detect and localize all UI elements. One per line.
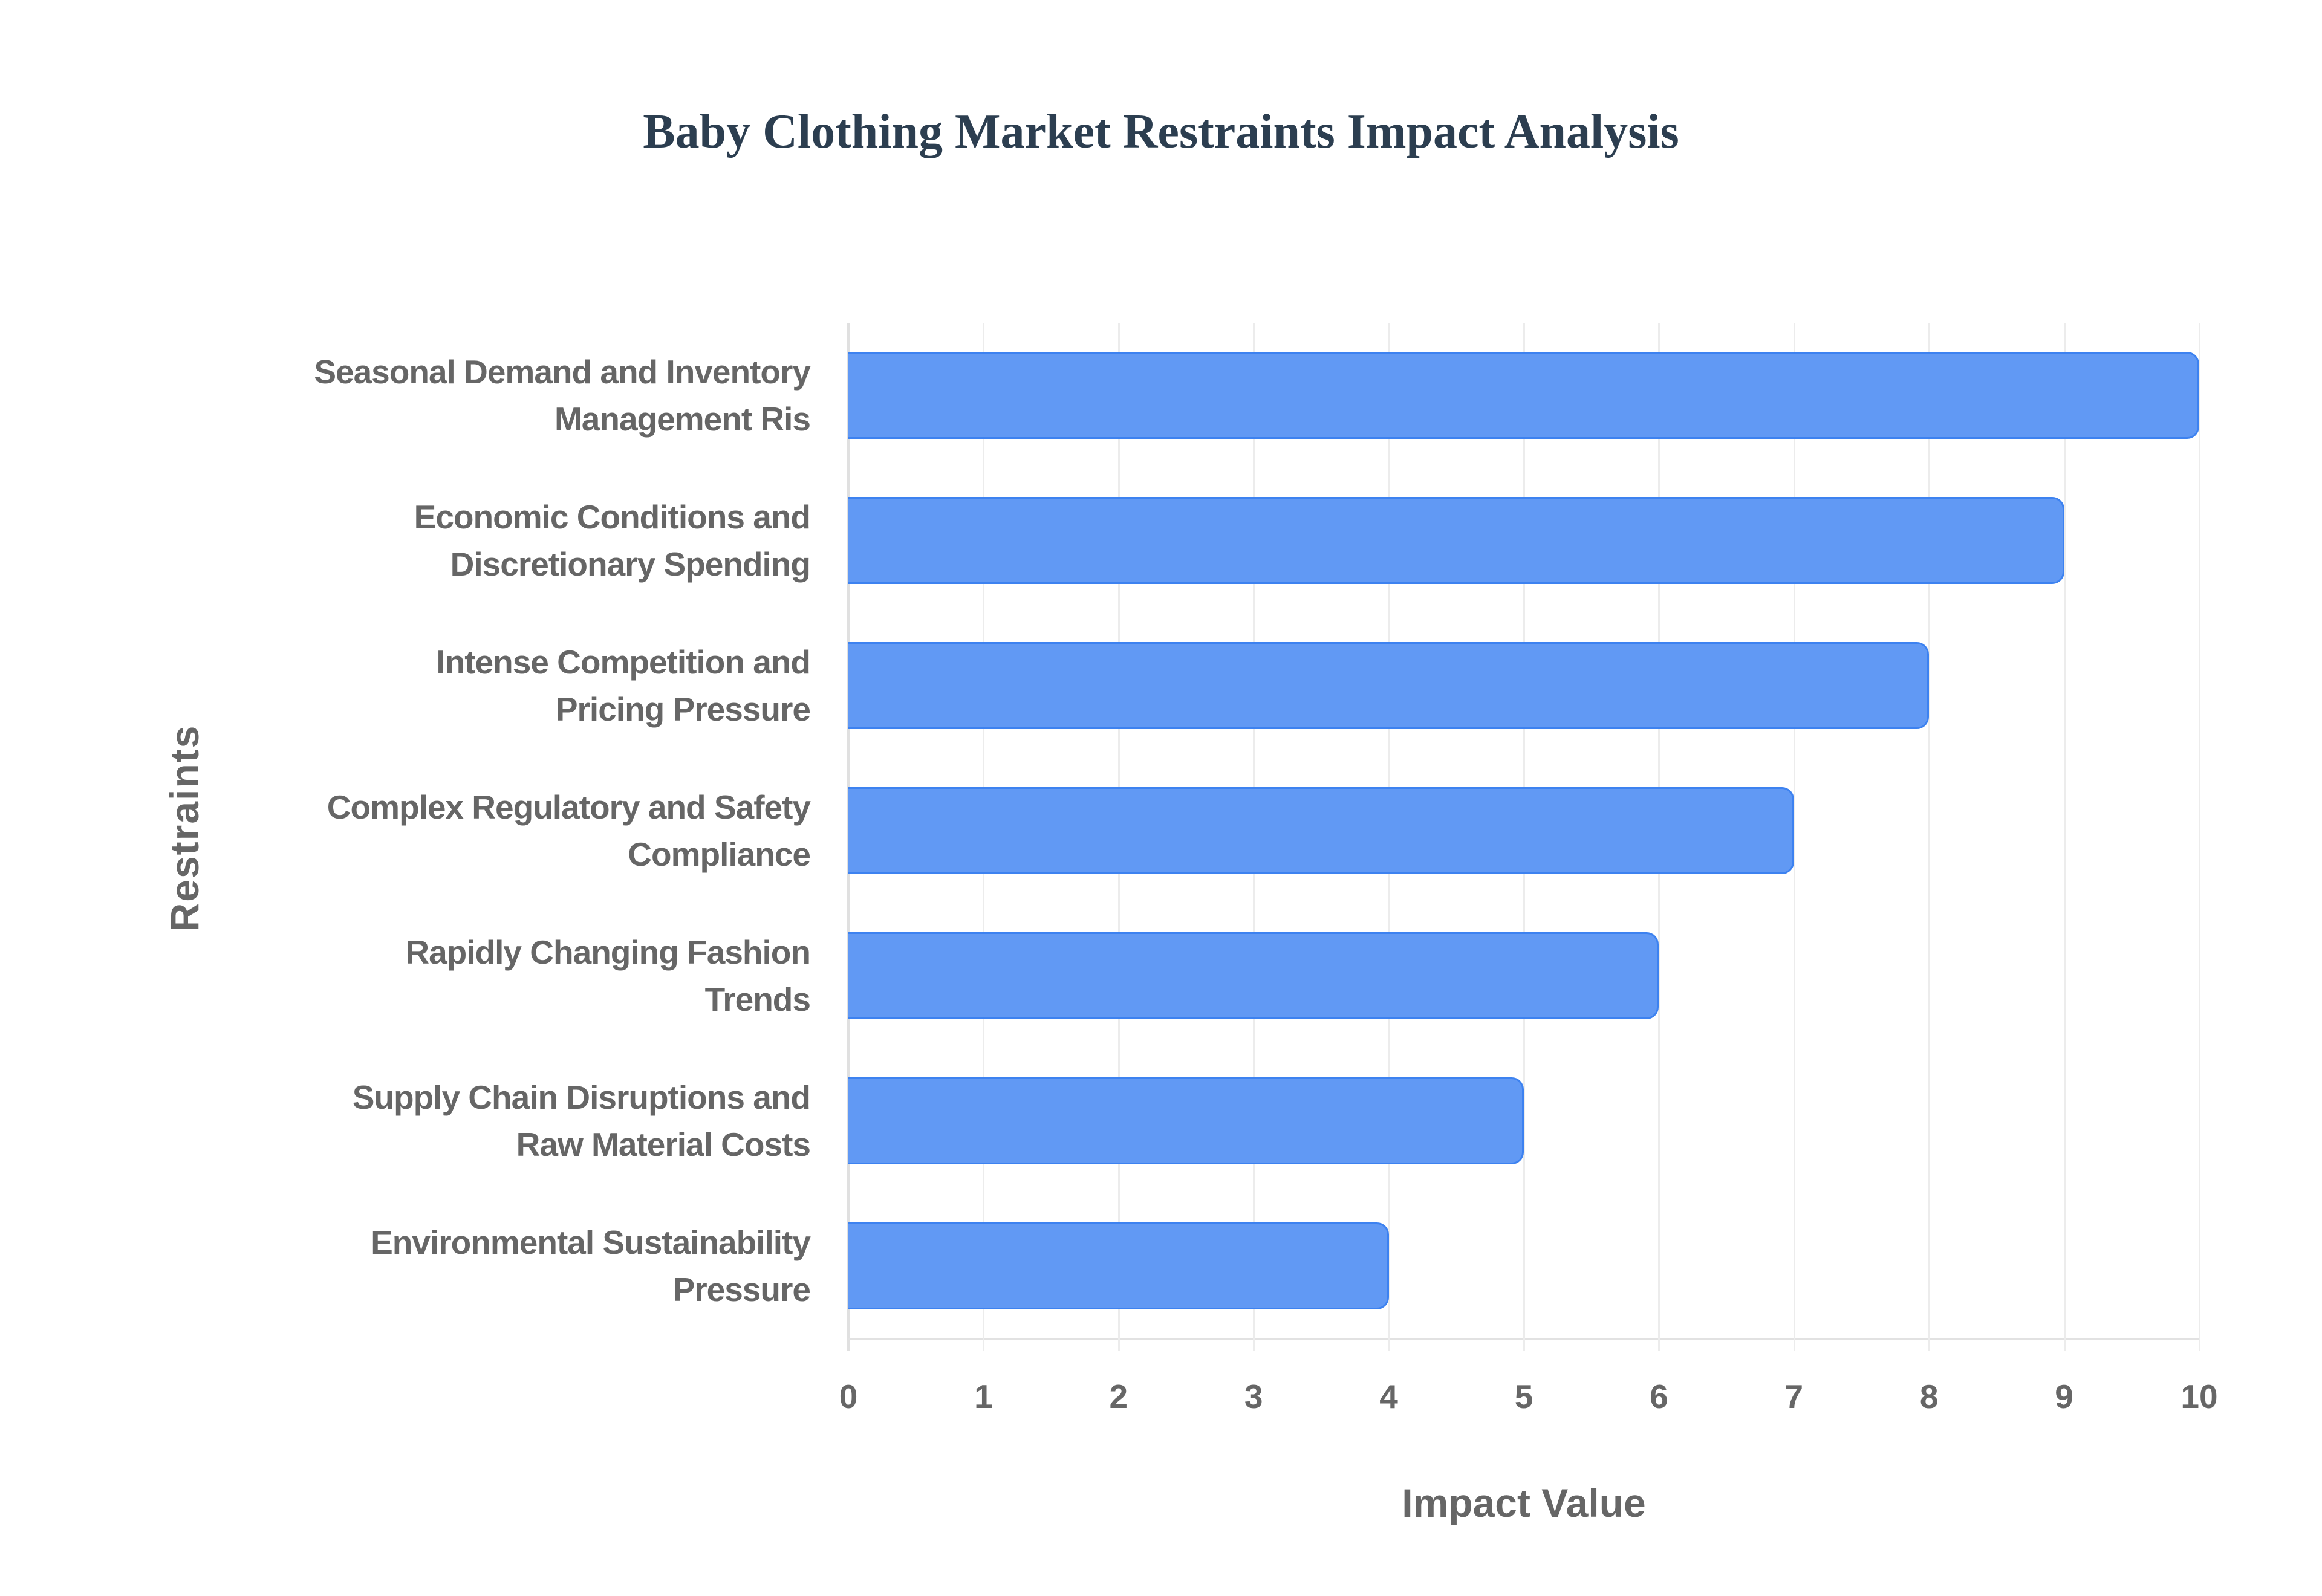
chart-title: Baby Clothing Market Restraints Impact A… [643, 105, 1679, 158]
x-tick-label: 4 [1379, 1378, 1398, 1415]
x-tick-label: 5 [1514, 1378, 1533, 1415]
y-category-label: Intense Competition and Pricing Pressure [436, 643, 811, 728]
gridline [2063, 323, 2066, 1351]
gridline [2199, 323, 2200, 1351]
x-tick-label: 7 [1784, 1378, 1804, 1415]
bar[interactable] [848, 352, 2199, 439]
x-tick-label: 1 [974, 1378, 993, 1415]
plot-area [847, 323, 2200, 1351]
bar[interactable] [848, 1077, 1524, 1164]
x-tick-label: 8 [1919, 1378, 1939, 1415]
x-tick-label: 6 [1650, 1378, 1668, 1415]
x-axis-title: Impact Value [1402, 1481, 1646, 1525]
y-category-label: Supply Chain Disruptions and Raw Material… [352, 1079, 811, 1163]
y-category-label: Rapidly Changing Fashion Trends [405, 933, 811, 1018]
y-category-label: Seasonal Demand and Inventory Management … [314, 353, 811, 438]
gridline [1793, 323, 1795, 1351]
gridline [1928, 323, 1931, 1351]
bar[interactable] [848, 1222, 1389, 1309]
bar[interactable] [848, 642, 1930, 729]
x-tick-label: 9 [2055, 1378, 2073, 1415]
bar[interactable] [848, 787, 1794, 874]
bar[interactable] [848, 497, 2064, 584]
bar[interactable] [848, 932, 1659, 1019]
y-category-label: Environmental Sustainability Pressure [371, 1224, 811, 1308]
x-tick-label: 2 [1109, 1378, 1128, 1415]
y-category-label: Economic Conditions and Discretionary Spe… [414, 498, 811, 583]
x-tick-label: 0 [839, 1378, 858, 1415]
y-category-label: Complex Regulatory and Safety Compliance [327, 788, 811, 873]
x-tick-label: 10 [2181, 1378, 2218, 1415]
x-tick-label: 3 [1244, 1378, 1263, 1415]
